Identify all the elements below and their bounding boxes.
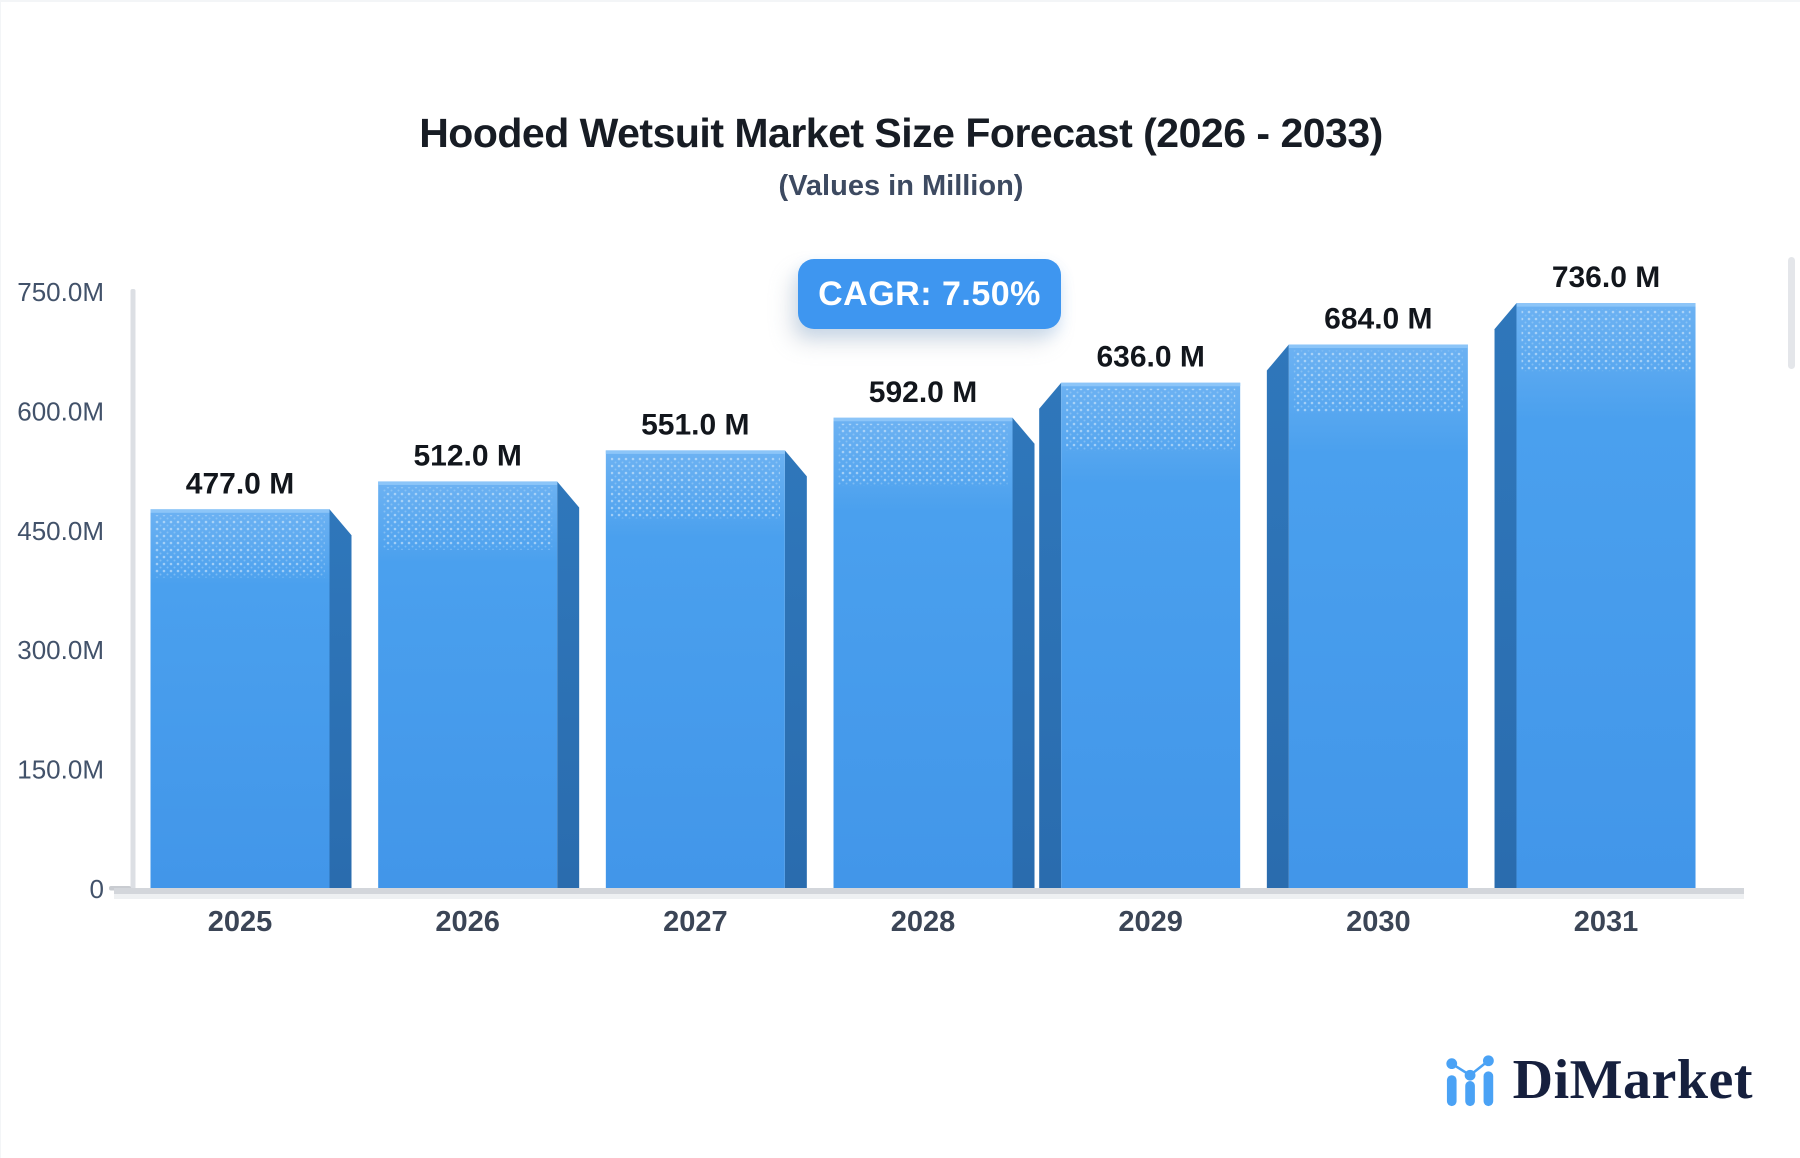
x-tick-label: 2027 bbox=[663, 906, 728, 938]
y-tick-label: 450.0M bbox=[17, 516, 104, 546]
x-axis-shadow bbox=[114, 894, 1744, 899]
bar-texture bbox=[1066, 388, 1236, 451]
bar-texture bbox=[1521, 309, 1691, 372]
bar-value-label: 551.0 M bbox=[641, 408, 749, 441]
y-axis-line bbox=[130, 289, 136, 893]
bar-value-label: 736.0 M bbox=[1552, 261, 1660, 294]
bar-top-highlight bbox=[1061, 382, 1241, 387]
bar-side-face bbox=[1012, 417, 1035, 888]
bar-texture bbox=[155, 515, 325, 578]
brand-logo[interactable]: DiMarket bbox=[1445, 1052, 1753, 1108]
bar-top-highlight bbox=[833, 417, 1013, 422]
bar-value-label: 636.0 M bbox=[1096, 341, 1204, 374]
bar-2030[interactable]: 684.0 M 2030 bbox=[1266, 303, 1468, 938]
bar-2028[interactable]: 592.0 M 2028 bbox=[833, 376, 1035, 938]
bar-2031[interactable]: 736.0 M 2031 bbox=[1494, 261, 1696, 938]
bar-top-highlight bbox=[605, 450, 785, 454]
bar-front-face bbox=[1288, 344, 1468, 888]
x-tick-label: 2030 bbox=[1346, 906, 1411, 938]
bar-front-face bbox=[605, 450, 785, 888]
bar-value-label: 684.0 M bbox=[1324, 303, 1432, 336]
bar-side-face bbox=[1494, 303, 1517, 888]
bar-side-face bbox=[329, 509, 352, 888]
bar-top-highlight bbox=[378, 481, 558, 485]
bar-front-face bbox=[1516, 303, 1696, 888]
bar-top-highlight bbox=[150, 509, 330, 513]
x-tick-label: 2029 bbox=[1118, 906, 1183, 938]
bar-side-face bbox=[1039, 382, 1062, 888]
y-tick-label: 0 bbox=[90, 874, 104, 904]
bar-value-label: 592.0 M bbox=[869, 376, 977, 409]
bar-texture bbox=[1293, 350, 1463, 413]
bar-side-face bbox=[557, 481, 580, 888]
bar-2029[interactable]: 636.0 M 2029 bbox=[1039, 341, 1241, 938]
x-tick-label: 2025 bbox=[208, 906, 273, 938]
y-tick-label: 600.0M bbox=[17, 396, 104, 426]
x-tick-label: 2026 bbox=[435, 906, 500, 938]
bar-side-face bbox=[784, 450, 807, 888]
bar-texture bbox=[838, 423, 1008, 486]
x-tick-label: 2031 bbox=[1574, 906, 1639, 938]
bar-front-face bbox=[833, 417, 1013, 888]
x-tick-label: 2028 bbox=[891, 906, 956, 938]
bar-texture bbox=[383, 487, 553, 550]
bar-2027[interactable]: 551.0 M 2027 bbox=[605, 408, 807, 938]
y-tick-label: 750.0M bbox=[17, 277, 104, 307]
bar-top-highlight bbox=[1288, 344, 1468, 349]
y-tick-label: 150.0M bbox=[17, 755, 104, 785]
bar-value-label: 477.0 M bbox=[186, 467, 294, 500]
bar-front-face bbox=[1061, 382, 1241, 888]
cagr-badge-label: CAGR: 7.50% bbox=[818, 274, 1041, 313]
bar-texture bbox=[610, 456, 780, 519]
bar-top-highlight bbox=[1516, 303, 1696, 307]
cagr-badge: CAGR: 7.50% bbox=[798, 259, 1061, 329]
chart-title: Hooded Wetsuit Market Size Forecast (202… bbox=[419, 110, 1383, 156]
bar-chart-trend-icon bbox=[1445, 1054, 1499, 1108]
bar-2026[interactable]: 512.0 M 2026 bbox=[378, 439, 580, 938]
y-tick-label: 300.0M bbox=[17, 635, 104, 665]
brand-logo-text: DiMarket bbox=[1512, 1049, 1753, 1111]
chart-subtitle: (Values in Million) bbox=[778, 170, 1024, 202]
bar-value-label: 512.0 M bbox=[413, 439, 521, 472]
scrollbar-thumb[interactable] bbox=[1788, 257, 1795, 369]
bar-2025[interactable]: 477.0 M 2025 bbox=[150, 467, 352, 938]
x-axis-line bbox=[114, 888, 1744, 894]
bar-side-face bbox=[1266, 344, 1289, 888]
